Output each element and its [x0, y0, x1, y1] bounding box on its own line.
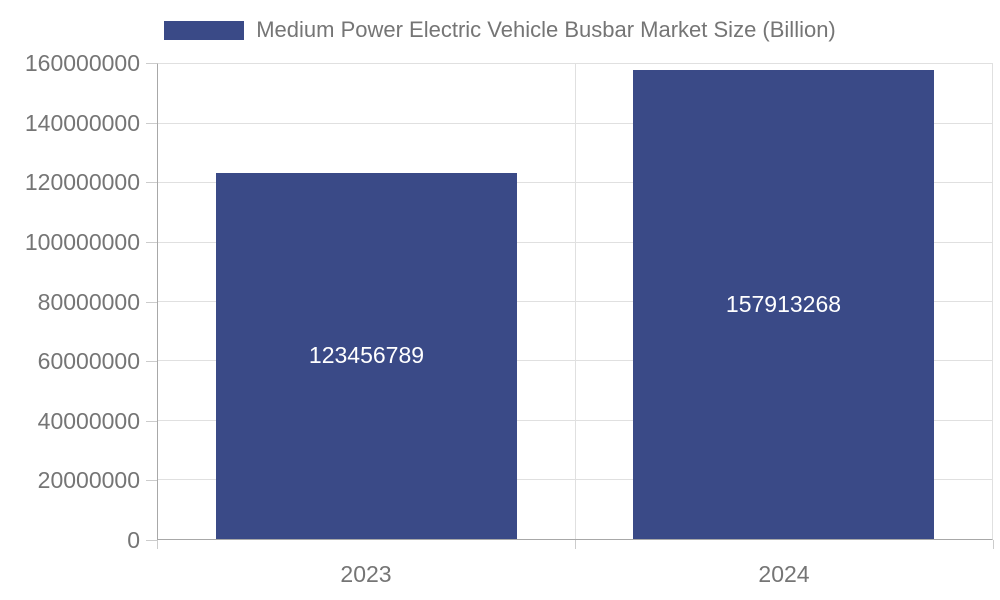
- y-axis-tick: [146, 302, 157, 303]
- legend: Medium Power Electric Vehicle Busbar Mar…: [0, 17, 1000, 43]
- x-axis-tick: [157, 540, 158, 549]
- y-tick-label: 60000000: [37, 348, 140, 374]
- bar-value-label: 157913268: [725, 291, 842, 318]
- y-tick-label: 40000000: [37, 408, 140, 434]
- y-axis-tick: [146, 182, 157, 183]
- x-gridline: [574, 64, 576, 539]
- y-axis-tick: [146, 63, 157, 64]
- y-axis-tick: [146, 421, 157, 422]
- y-axis-tick: [146, 480, 157, 481]
- bar-2024: 157913268: [633, 70, 934, 539]
- y-tick-label: 120000000: [24, 169, 140, 195]
- y-tick-label: 160000000: [24, 50, 140, 76]
- x-tick-label: 2024: [758, 561, 810, 587]
- y-tick-label: 140000000: [24, 110, 140, 136]
- y-tick-label: 0: [127, 527, 140, 553]
- legend-item[interactable]: Medium Power Electric Vehicle Busbar Mar…: [164, 17, 836, 43]
- y-axis-tick: [146, 242, 157, 243]
- bar-2023: 123456789: [216, 172, 517, 539]
- x-tick-label: 2023: [340, 561, 392, 587]
- x-axis-tick: [575, 540, 576, 549]
- y-axis-tick: [146, 540, 157, 541]
- y-tick-label: 20000000: [37, 467, 140, 493]
- y-axis-tick: [146, 361, 157, 362]
- legend-label: Medium Power Electric Vehicle Busbar Mar…: [256, 17, 836, 42]
- legend-swatch-icon: [164, 20, 245, 40]
- x-axis-tick: [993, 540, 994, 549]
- y-tick-label: 100000000: [24, 229, 140, 255]
- plot-area: 123456789 157913268: [157, 63, 993, 540]
- y-axis-tick: [146, 123, 157, 124]
- bar-value-label: 123456789: [308, 342, 425, 369]
- y-tick-label: 80000000: [37, 289, 140, 315]
